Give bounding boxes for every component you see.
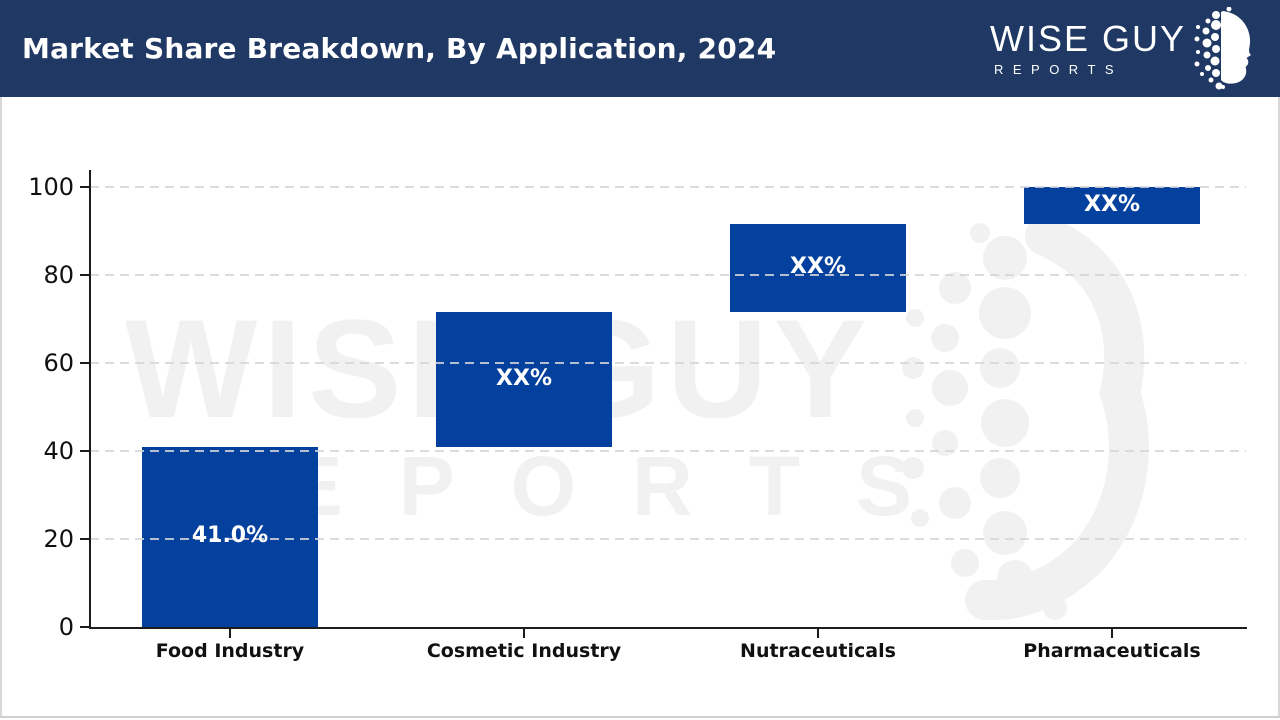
header-bar: Market Share Breakdown, By Application, …	[0, 0, 1280, 97]
y-tick-label: 80	[43, 261, 74, 289]
y-tick-label: 0	[58, 613, 74, 641]
y-tick-label: 60	[43, 349, 74, 377]
watermark-head-icon	[902, 218, 1149, 621]
x-axis-line	[89, 627, 1247, 629]
gridline-100	[90, 186, 1246, 188]
bar-value-label: XX%	[1084, 191, 1140, 217]
y-tick-mark	[80, 626, 89, 628]
x-tick-mark	[523, 629, 525, 638]
logo-subtext: REPORTS	[993, 61, 1124, 77]
bar-nutraceuticals	[730, 224, 906, 313]
logo-wordmark: WISE GUY	[989, 17, 1186, 59]
y-tick-mark	[80, 362, 89, 364]
bar-value-label: XX%	[496, 365, 552, 391]
bar-value-label: XX%	[790, 254, 846, 280]
x-tick-mark	[229, 629, 231, 638]
bar-pharmaceuticals	[1024, 187, 1200, 225]
x-axis-label: Pharmaceuticals	[1023, 640, 1201, 662]
y-tick-mark	[80, 450, 89, 452]
y-tick-mark	[80, 274, 89, 276]
x-tick-mark	[1111, 629, 1113, 638]
page-title: Market Share Breakdown, By Application, …	[22, 32, 777, 65]
y-axis-line	[89, 170, 91, 629]
gridline-40	[90, 450, 1246, 452]
y-tick-mark	[80, 186, 89, 188]
y-tick-label: 20	[43, 525, 74, 553]
brand-logo: WISE GUY REPORTS	[989, 6, 1254, 91]
bar-value-label: 41.0%	[191, 522, 269, 548]
gridline-80	[90, 274, 1246, 276]
y-tick-label: 100	[28, 173, 74, 201]
y-tick-label: 40	[43, 437, 74, 465]
logo-text: WISE GUY REPORTS	[989, 17, 1186, 77]
x-axis-label: Food Industry	[155, 640, 305, 662]
bar-cosmetic-industry	[436, 312, 612, 447]
logo-head-icon	[1194, 6, 1251, 89]
x-tick-mark	[817, 629, 819, 638]
gridline-60	[90, 362, 1246, 364]
y-tick-mark	[80, 538, 89, 540]
x-axis-label: Cosmetic Industry	[426, 640, 622, 662]
gridline-20	[90, 538, 1246, 540]
bar-food-industry	[142, 446, 318, 627]
x-axis-label: Nutraceuticals	[740, 640, 896, 662]
